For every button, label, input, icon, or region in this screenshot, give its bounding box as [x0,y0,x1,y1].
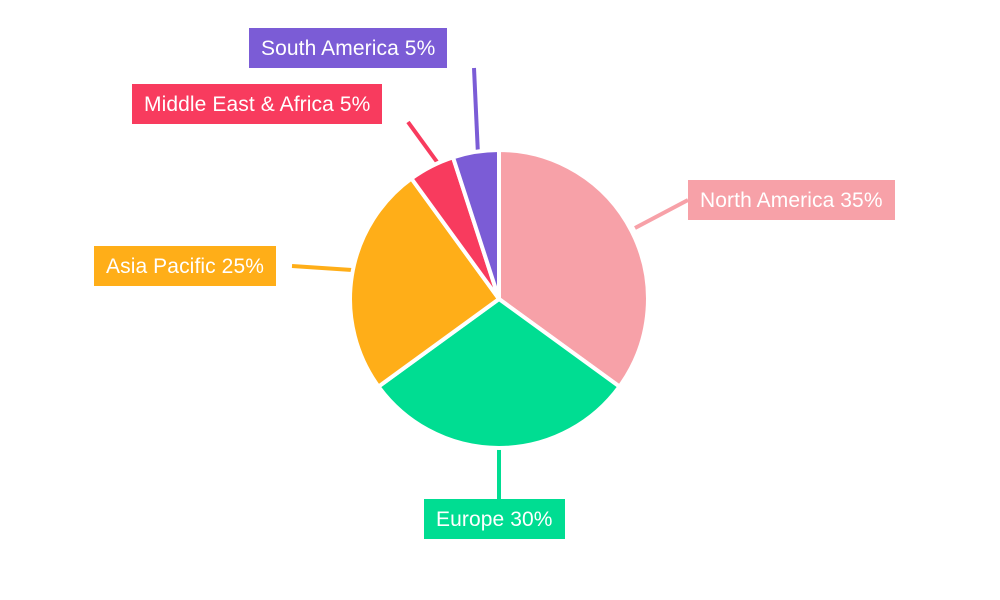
pie-slice-north-america[interactable] [497,147,650,390]
pie-slice-south-america[interactable] [450,147,501,300]
pie-label-south-america-text: South America 5% [261,36,436,60]
pie-label-asia-pacific[interactable]: Asia Pacific 25% [94,246,277,286]
pie-label-middle-east-africa[interactable]: Middle East & Africa 5% [132,84,383,124]
pie-label-middle-east-africa-text: Middle East & Africa 5% [144,92,371,116]
pie-slice-europe[interactable] [375,296,623,450]
leader-line-south-america [472,67,480,156]
leader-line-asia-pacific [291,264,353,272]
pie-slice-asia-pacific[interactable] [348,175,502,390]
leader-line-middle-east-africa [406,120,442,168]
pie-label-europe-text: Europe 30% [436,507,553,531]
leader-lines [291,67,689,500]
pie-slices [348,147,650,450]
leader-line-north-america [634,198,689,230]
pie-label-north-america[interactable]: North America 35% [688,180,895,220]
pie-label-south-america[interactable]: South America 5% [249,28,448,68]
pie-label-europe[interactable]: Europe 30% [424,499,565,539]
pie-label-north-america-text: North America 35% [700,188,883,212]
pie-label-asia-pacific-text: Asia Pacific 25% [106,254,265,278]
